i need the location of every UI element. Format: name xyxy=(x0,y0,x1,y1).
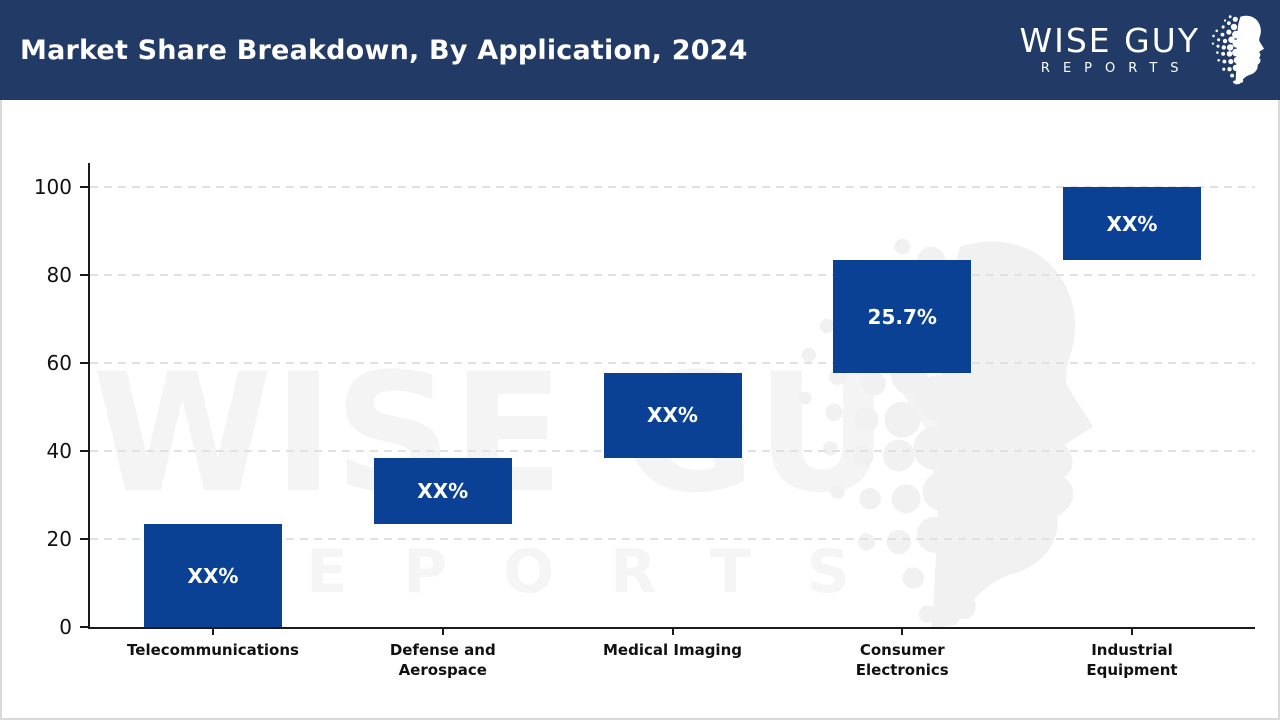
watermark-wordmark: WISE GUY xyxy=(92,338,1008,529)
brand-logo-text: WISE GUY REPORTS xyxy=(1019,24,1200,76)
x-tick-mark xyxy=(212,629,214,635)
x-tick-mark xyxy=(901,629,904,635)
bar-industrial-equipment: XX% xyxy=(1063,187,1201,261)
page-title: Market Share Breakdown, By Application, … xyxy=(20,34,748,66)
logo-subtext: REPORTS xyxy=(1040,60,1192,76)
gridline-20 xyxy=(90,538,1255,540)
bar-value-label: XX% xyxy=(1106,211,1158,236)
x-tick-mark xyxy=(441,629,444,635)
y-tick-mark xyxy=(80,626,88,628)
category-label-telecommunications: Telecommunications xyxy=(127,641,299,659)
bar-value-label: 25.7% xyxy=(867,304,937,329)
brand-logo: WISE GUY REPORTS xyxy=(1019,11,1266,89)
x-tick-mark xyxy=(671,629,674,635)
y-tick-label: 20 xyxy=(46,527,72,551)
category-label-medical-imaging: Medical Imaging xyxy=(603,641,742,659)
y-tick-label: 0 xyxy=(59,615,72,639)
x-tick-mark xyxy=(1131,629,1133,635)
y-tick-mark xyxy=(80,450,88,452)
bar-value-label: XX% xyxy=(417,479,469,504)
gridline-60 xyxy=(90,362,1255,364)
watermark-subtext: REPORTS xyxy=(204,537,906,607)
gridline-80 xyxy=(90,274,1255,276)
category-label-industrial-equipment: Industrial Equipment xyxy=(1086,641,1178,679)
y-tick-mark xyxy=(80,538,88,540)
gridline-100 xyxy=(90,186,1255,188)
logo-wordmark: WISE GUY xyxy=(1019,21,1200,61)
dotted-face-icon xyxy=(1211,15,1265,85)
y-tick-label: 60 xyxy=(46,351,72,375)
plot-canvas: 0 20 40 60 80 100 XX% Telecommunications XX% Defe… xyxy=(2,100,1278,718)
bar-telecommunications: XX% xyxy=(144,524,282,627)
bar-value-label: XX% xyxy=(647,403,698,428)
y-tick-mark xyxy=(80,362,88,364)
y-tick-mark xyxy=(80,274,88,276)
category-label-consumer-electronics: Consumer Electronics xyxy=(855,641,949,679)
y-tick-mark xyxy=(80,186,88,188)
bar-value-label: XX% xyxy=(187,563,239,588)
x-axis-line xyxy=(88,627,1255,629)
header-bar: Market Share Breakdown, By Application, … xyxy=(0,0,1280,100)
bar-medical-imaging: XX% xyxy=(603,373,742,458)
bar-defense-and-aerospace: XX% xyxy=(373,457,512,525)
y-tick-label: 40 xyxy=(46,439,72,463)
bar-consumer-electronics: 25.7% xyxy=(833,260,972,374)
y-tick-label: 80 xyxy=(46,263,72,287)
category-label-defense-and-aerospace: Defense and Aerospace xyxy=(389,641,496,679)
y-tick-label: 100 xyxy=(33,175,72,199)
y-axis-line xyxy=(88,163,90,629)
chart-area: WISE GUY REPORTS 0 20 40 60 80 100 XX% Telecomm… xyxy=(0,100,1280,720)
